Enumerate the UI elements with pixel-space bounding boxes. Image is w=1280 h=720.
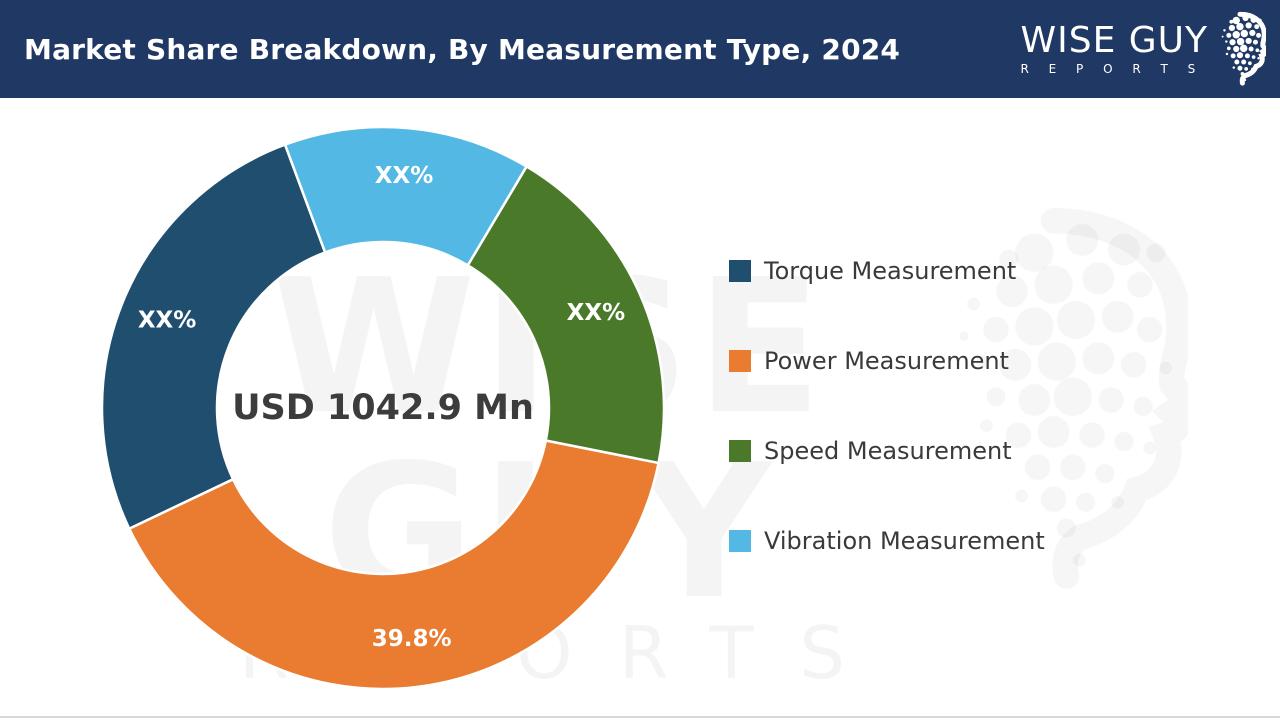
legend-item-vibration: Vibration Measurement [729, 526, 1045, 555]
wise-guy-reports-logo: WISE GUY R E P O R T S [1021, 8, 1267, 90]
legend-label: Vibration Measurement [764, 526, 1045, 555]
bottom-divider [0, 716, 1280, 718]
segment-value-label: XX% [138, 307, 197, 333]
donut-chart: XX% 39.8% XX% XX% USD 1042.9 Mn [98, 123, 668, 693]
segment-value-label: XX% [567, 300, 626, 326]
legend-item-torque: Torque Measurement [729, 256, 1045, 285]
donut-segment [100, 143, 327, 530]
vibration-swatch [729, 529, 751, 552]
speed-swatch [729, 439, 751, 462]
logo-subtitle: R E P O R T S [1020, 62, 1204, 77]
legend-item-power: Power Measurement [729, 346, 1045, 375]
legend-label: Power Measurement [764, 346, 1009, 375]
donut-center-value: USD 1042.9 Mn [232, 388, 534, 428]
donut-segment [466, 165, 666, 465]
legend-label: Speed Measurement [764, 436, 1012, 465]
page-title: Market Share Breakdown, By Measurement T… [24, 32, 901, 66]
torque-swatch [729, 259, 751, 282]
donut-segment [128, 439, 660, 691]
segment-value-label: XX% [375, 163, 434, 189]
donut-segment [283, 125, 528, 267]
logo-wordmark: WISE GUY [1020, 19, 1208, 61]
segment-value-label: 39.8% [372, 626, 452, 652]
legend-label: Torque Measurement [764, 256, 1017, 285]
header-bar: Market Share Breakdown, By Measurement T… [0, 0, 1280, 98]
dotted-head-icon [1204, 8, 1266, 90]
chart-legend: Torque Measurement Power Measurement Spe… [729, 256, 1045, 555]
legend-item-speed: Speed Measurement [729, 436, 1045, 465]
donut-svg: XX% 39.8% XX% XX% USD 1042.9 Mn [100, 125, 666, 691]
power-swatch [729, 349, 751, 372]
